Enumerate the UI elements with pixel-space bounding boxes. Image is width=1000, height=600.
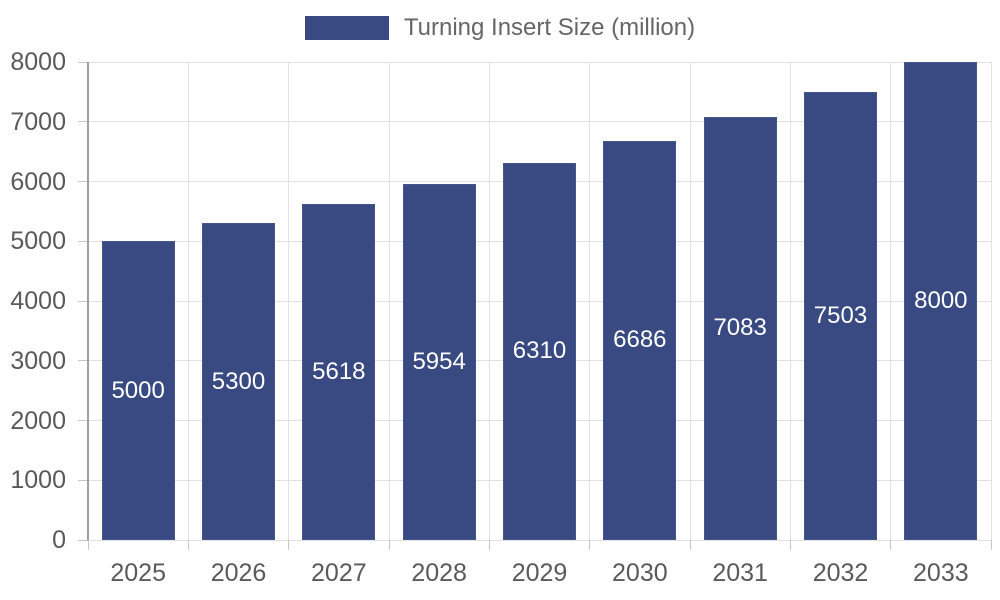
v-gridline [488,62,490,540]
y-axis-tick [78,181,88,182]
bar-2031[interactable]: 7083 [703,116,777,540]
v-gridline [890,62,892,540]
y-axis-tick [78,240,88,242]
y-axis-label: 3000 [10,346,66,375]
v-gridline [990,62,992,540]
v-gridline [789,62,791,540]
x-axis-tick [488,540,490,550]
x-axis-tick [890,540,892,550]
bar-value-label: 5300 [211,367,266,395]
y-axis-label: 4000 [10,287,66,315]
v-gridline [689,62,691,540]
bar-2032[interactable]: 7503 [804,91,877,540]
y-axis-label: 6000 [10,167,66,196]
x-axis-label: 2025 [110,559,166,587]
bar-value-label: 7503 [813,301,868,329]
y-axis-label: 5000 [10,227,66,256]
x-axis-tick [990,540,992,550]
x-axis-label: 2033 [913,559,969,587]
bar-value-label: 7083 [713,314,767,342]
x-axis-tick [87,540,89,550]
y-axis-label: 8000 [10,48,66,76]
y-axis-label: 2000 [10,406,66,435]
y-axis-tick [78,420,88,421]
v-gridline [388,62,390,540]
bar-2028[interactable]: 5954 [402,184,476,540]
legend-item[interactable]: Turning Insert Size (million) [0,14,1000,42]
bar-value-label: 5000 [111,376,165,404]
legend-label: Turning Insert Size (million) [403,14,696,41]
x-axis-tick [388,540,390,550]
h-gridline [88,61,991,63]
bar-2029[interactable]: 6310 [503,162,576,540]
bar-2030[interactable]: 6686 [603,140,677,540]
h-gridline [88,121,991,123]
x-axis-label: 2027 [311,559,367,587]
y-axis-label: 1000 [10,466,66,495]
bar-2033[interactable]: 8000 [904,62,978,540]
v-gridline [589,62,591,540]
y-axis-tick [78,121,88,123]
x-axis-label: 2032 [812,559,869,587]
x-axis-label: 2026 [210,559,267,587]
x-axis-tick [789,540,791,550]
y-axis-tick [78,61,88,63]
x-axis-label: 2028 [411,559,467,587]
bar-value-label: 6310 [512,337,567,365]
y-axis-line [87,62,89,540]
x-axis-label: 2031 [712,559,768,587]
x-axis-tick [589,540,591,550]
bar-2027[interactable]: 5618 [302,204,376,540]
legend-swatch [304,16,389,40]
x-axis-label: 2030 [612,559,668,587]
h-gridline [88,539,991,541]
bar-value-label: 8000 [914,287,968,314]
y-axis-tick [78,479,88,481]
bar-value-label: 5618 [312,358,366,386]
x-axis-label: 2029 [511,559,568,587]
bar-2025[interactable]: 5000 [101,241,175,540]
bar-value-label: 6686 [613,326,667,354]
v-gridline [187,62,189,540]
x-axis-tick [689,540,691,550]
y-axis-tick [78,539,88,541]
y-axis-tick [78,360,88,362]
x-axis-tick [187,540,189,550]
y-axis-label: 7000 [10,107,66,136]
x-axis-tick [288,540,290,550]
v-gridline [288,62,290,540]
bar-2026[interactable]: 5300 [202,223,275,540]
y-axis-tick [78,300,88,302]
y-axis-label: 0 [52,526,66,554]
bar-value-label: 5954 [412,348,466,376]
plot-area: 0 1000 2000 3000 4000 5000 6000 7000 8000 5000 202… [10,48,992,587]
